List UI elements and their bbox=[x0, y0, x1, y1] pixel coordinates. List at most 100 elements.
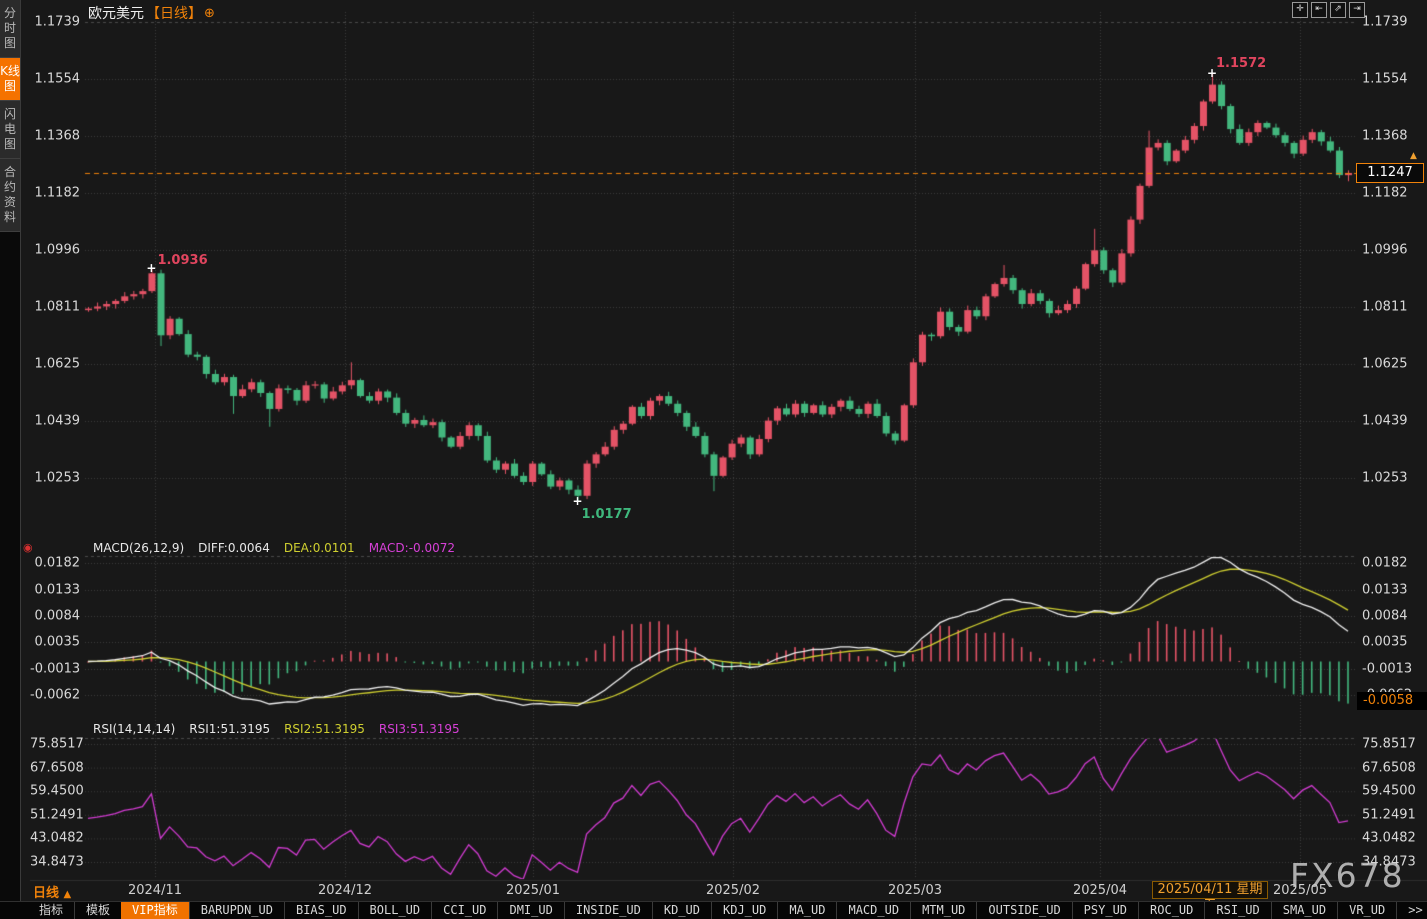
crosshair-date-badge: 2025/04/11 星期五 bbox=[1152, 881, 1268, 913]
pan-right-icon[interactable]: ⇥ bbox=[1349, 2, 1365, 18]
watermark: FX678 bbox=[1290, 856, 1405, 895]
toolbar-item-barupdn-ud[interactable]: BARUPDN_UD bbox=[188, 902, 284, 919]
y-axis-tick: 0.0084 bbox=[34, 608, 81, 624]
period-high-marker-icon: + bbox=[1206, 66, 1218, 81]
y-axis-tick: 0.0133 bbox=[34, 582, 81, 598]
local-high-annotation: 1.0936 bbox=[157, 253, 208, 269]
y-axis-tick: 1.1554 bbox=[1362, 71, 1408, 87]
toolbar-item-vr-ud[interactable]: VR_UD bbox=[1337, 902, 1396, 919]
y-axis-tick: -0.0013 bbox=[30, 661, 81, 677]
y-axis-tick: -0.0062 bbox=[30, 687, 81, 703]
macd-diff-value: DIFF:0.0064 bbox=[198, 541, 270, 555]
y-axis-tick: 1.0996 bbox=[1362, 242, 1408, 258]
toolbar-item-指标[interactable]: 指标 bbox=[39, 903, 64, 917]
y-axis-tick: 1.1739 bbox=[1362, 14, 1408, 30]
y-axis-tick: 0.0182 bbox=[34, 555, 81, 571]
rsi-header: RSI(14,14,14) RSI1:51.3195 RSI2:51.3195 … bbox=[93, 722, 460, 736]
period-selector-label[interactable]: 日线 bbox=[33, 886, 60, 901]
y-axis-tick: 51.2491 bbox=[1362, 807, 1416, 823]
x-axis-month-label: 2025/04 bbox=[1072, 883, 1128, 898]
toolbar-item-mtm-ud[interactable]: MTM_UD bbox=[910, 902, 976, 919]
y-axis-tick: 59.4500 bbox=[30, 783, 84, 799]
rsi3-value: RSI3:51.3195 bbox=[378, 722, 460, 736]
y-axis-tick: 59.4500 bbox=[1362, 783, 1416, 799]
sidebar-item-timeshare[interactable]: 分时图 bbox=[0, 0, 20, 58]
macd-current-badge: -0.0058 bbox=[1357, 692, 1427, 710]
period-high-annotation: 1.1572 bbox=[1216, 56, 1267, 72]
sidebar: 分时图 K线图 闪电图 合约资料 bbox=[0, 0, 21, 919]
y-axis-tick: 43.0482 bbox=[30, 830, 84, 846]
sidebar-item-kline[interactable]: K线图 bbox=[0, 58, 20, 101]
y-axis-tick: 1.1368 bbox=[34, 128, 81, 144]
toolbar-item-ma-ud[interactable]: MA_UD bbox=[777, 902, 836, 919]
toolbar-item-psy-ud[interactable]: PSY_UD bbox=[1071, 902, 1138, 919]
period-title[interactable]: 【日线】 bbox=[146, 6, 202, 22]
y-axis-tick: 1.0625 bbox=[1362, 356, 1408, 372]
topbar-icons: ✛ ⇤ ⇗ ⇥ bbox=[1292, 2, 1365, 18]
toolbar-item-dmi-ud[interactable]: DMI_UD bbox=[497, 902, 563, 919]
current-price-badge: 1.1247 bbox=[1356, 162, 1424, 183]
y-axis-tick: 75.8517 bbox=[1362, 736, 1416, 752]
y-axis-tick: 0.0133 bbox=[1362, 582, 1408, 598]
y-axis-tick: 0.0182 bbox=[1362, 555, 1408, 571]
x-axis-month-label: 2025/01 bbox=[505, 883, 561, 898]
period-selector[interactable]: 日线 ▲ bbox=[33, 882, 71, 901]
y-axis-tick: 1.1554 bbox=[34, 71, 81, 87]
toolbar-item--[interactable]: >> bbox=[1396, 902, 1427, 919]
rsi1-value: RSI1:51.3195 bbox=[189, 722, 271, 736]
y-axis-tick: 1.0439 bbox=[34, 413, 81, 429]
locate-target-icon[interactable]: ⊕ bbox=[204, 5, 215, 21]
macd-name[interactable]: MACD(26,12,9) bbox=[93, 541, 185, 555]
sidebar-item-contract-info[interactable]: 合约资料 bbox=[0, 159, 20, 232]
toolbar-item-vip指标[interactable]: VIP指标 bbox=[121, 902, 189, 919]
y-axis-tick: 43.0482 bbox=[1362, 830, 1416, 846]
x-axis-scale-icon[interactable]: ⇤ bbox=[1311, 2, 1327, 18]
toolbar-item-kd-ud[interactable]: KD_UD bbox=[651, 902, 711, 919]
period-low-annotation: 1.0177 bbox=[581, 507, 632, 523]
price-alert-icon[interactable]: ▲ bbox=[1410, 150, 1417, 161]
x-axis-month-label: 2025/05 bbox=[1272, 883, 1328, 898]
y-axis-tick: 67.6508 bbox=[1362, 760, 1416, 776]
y-axis-tick: 1.0811 bbox=[34, 299, 81, 315]
toolbar-item-bias-ud[interactable]: BIAS_UD bbox=[283, 902, 358, 919]
y-axis-tick: 0.0035 bbox=[1362, 634, 1408, 650]
y-axis-tick: 0.0084 bbox=[1362, 608, 1408, 624]
toolbar-item-roc-ud[interactable]: ROC_UD bbox=[1138, 902, 1204, 919]
y-axis-tick: -0.0013 bbox=[1362, 661, 1413, 677]
indicator-settings-icon[interactable]: ◉ bbox=[23, 541, 33, 554]
y-axis-tick: 1.1182 bbox=[34, 185, 81, 201]
title-row: 欧元美元 【日线】 ⊕ bbox=[88, 3, 215, 23]
x-axis-month-label: 2024/11 bbox=[127, 883, 183, 898]
toolbar-item-cci-ud[interactable]: CCI_UD bbox=[431, 902, 497, 919]
y-axis-tick: 75.8517 bbox=[30, 736, 84, 752]
y-axis-tick: 1.0996 bbox=[34, 242, 81, 258]
y-axis-tick: 51.2491 bbox=[30, 807, 84, 823]
toolbar-item-boll-ud[interactable]: BOLL_UD bbox=[357, 902, 432, 919]
toolbar-item-inside-ud[interactable]: INSIDE_UD bbox=[563, 902, 652, 919]
period-dropdown-arrow-icon[interactable]: ▲ bbox=[63, 889, 72, 900]
y-axis-tick: 67.6508 bbox=[30, 760, 84, 776]
toolbar-item-kdj-ud[interactable]: KDJ_UD bbox=[711, 902, 777, 919]
indicator-toolbar: 指标 模板 VIP指标 BARUPDN_UD BIAS_UD BOLL_UD CCI_UD D… bbox=[0, 901, 1427, 919]
macd-header: MACD(26,12,9) DIFF:0.0064 DEA:0.0101 MAC… bbox=[93, 541, 455, 555]
crosshair-tool-icon[interactable]: ✛ bbox=[1292, 2, 1308, 18]
toolbar-item-模板[interactable]: 模板 bbox=[74, 902, 121, 919]
symbol-title: 欧元美元 bbox=[88, 6, 144, 22]
local-high-marker-icon: + bbox=[146, 261, 157, 276]
rsi-name[interactable]: RSI(14,14,14) bbox=[93, 722, 176, 736]
toolbar-item-macd-ud[interactable]: MACD_UD bbox=[836, 902, 910, 919]
rsi2-value: RSI2:51.3195 bbox=[284, 722, 365, 736]
toolbar-item-rsi-ud[interactable]: RSI_UD bbox=[1204, 902, 1270, 919]
y-axis-tick: 1.0253 bbox=[34, 470, 81, 486]
toolbar-item-outside-ud[interactable]: OUTSIDE_UD bbox=[976, 902, 1071, 919]
y-axis-tick: 34.8473 bbox=[30, 854, 84, 870]
y-axis-scale-icon[interactable]: ⇗ bbox=[1330, 2, 1346, 18]
sidebar-item-lightning[interactable]: 闪电图 bbox=[0, 101, 20, 159]
x-axis-month-label: 2025/02 bbox=[705, 883, 761, 898]
y-axis-tick: 34.8473 bbox=[1362, 854, 1416, 870]
y-axis-tick: 1.0811 bbox=[1362, 299, 1408, 315]
toolbar-item-sma-ud[interactable]: SMA_UD bbox=[1270, 902, 1337, 919]
y-axis-tick: 1.1368 bbox=[1362, 128, 1408, 144]
